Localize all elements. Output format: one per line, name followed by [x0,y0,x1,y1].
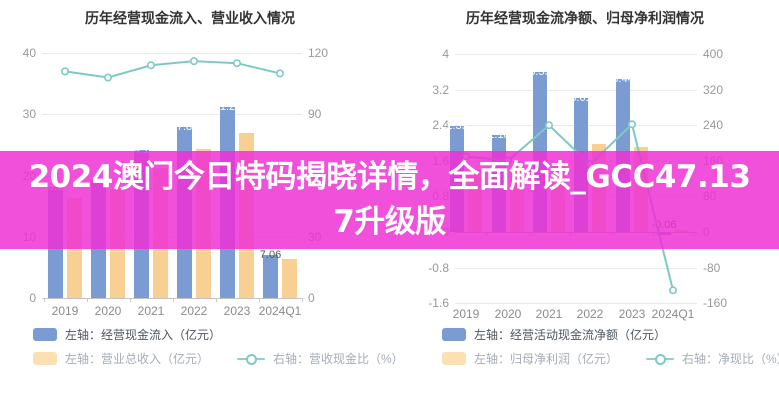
bar-value-label: 3.44 [612,72,634,85]
line-series-icon [646,352,675,365]
gridline [455,54,697,55]
promo-banner[interactable]: 2024澳门今日特码揭晓详情，全面解读_GCC47.13 7升级版 [0,151,779,249]
x-axis-label-2019: 2019 [452,307,480,321]
legend-item-net-cash-flow[interactable]: 左轴：经营活动现金流净额（亿元） [442,322,779,346]
bar-value-label: 27.84 [170,121,199,134]
legend-label: 左轴：营业总收入（亿元） [65,351,210,366]
orange-swatch-icon [33,351,57,365]
line-point [190,57,199,66]
line-point [60,67,69,76]
left-axis-tick-label: -0.8 [428,260,449,275]
line-point [668,286,677,295]
promo-banner-text-line2: 7升级版 [333,204,446,240]
left-axis-tick-label: 30 [22,107,36,122]
legend-item-cash-inflow[interactable]: 左轴：经营现金流入（亿元） [33,322,404,346]
gridline [42,53,302,54]
gridline [455,89,697,91]
right-axis-tick-label: 120 [308,46,329,60]
right-axis-tick-label: 0 [308,291,315,305]
legend-item-total-revenue[interactable]: 左轴：营业总收入（亿元） [33,350,209,367]
axis-tick [301,298,303,302]
right-chart-title: 历年经营现金流净额、归母净利润情况 [466,10,704,26]
axis-tick [215,298,217,302]
left-axis-tick-label: 4 [442,47,449,61]
x-axis-label-2021: 2021 [535,307,563,321]
bar-s0-2024Q1 [263,254,278,298]
right-axis-tick-label: -160 [703,296,728,311]
x-axis-label-2020: 2020 [494,307,522,321]
bar-value-label: 3.59 [529,66,551,79]
line-point [233,59,242,68]
left-axis-tick-label: 2.4 [432,118,449,133]
right-chart-legend: 左轴：经营活动现金流净额（亿元） 左轴：归母净利润（亿元） 右轴：净现比（%） [442,322,779,370]
x-axis-label-2023: 2023 [223,304,251,318]
x-axis-label-2021: 2021 [137,304,165,318]
gridline [455,267,697,269]
blue-swatch-icon [33,327,57,341]
bar-value-label: 7.06 [259,248,282,261]
legend-label: 左轴：归母净利润（亿元） [474,351,619,366]
bar-value-label: 31.20 [213,100,242,113]
right-axis-tick-label: 240 [703,118,724,133]
bar-value-label: 2.18 [488,128,510,141]
line-series-icon [237,352,266,365]
axis-tick [86,298,88,302]
line-point [275,69,284,78]
bar-s1-2024Q1 [282,258,297,298]
promo-banner-text-line1: 2024澳门今日特码揭晓详情，全面解读_GCC47.13 [28,159,751,195]
legend-label: 右轴：营收现金比（%） [273,351,404,366]
legend-item-net-cash-ratio[interactable]: 右轴：净现比（%） [646,350,779,367]
left-axis-tick-label: 40 [22,46,36,60]
legend-label: 左轴：经营现金流入（亿元） [65,327,222,342]
left-axis-tick-label: 3.2 [432,82,449,97]
left-axis-tick-label: 0 [29,291,36,305]
x-axis-label-2020: 2020 [94,304,122,318]
right-axis-tick-label: 400 [703,47,724,61]
x-axis-label-2024Q1: 2024Q1 [651,307,695,321]
x-axis-label-2022: 2022 [180,304,208,318]
left-axis-tick-label: -1.6 [428,296,449,311]
legend-label: 右轴：净现比（%） [682,351,779,366]
line-point [104,73,113,82]
axis-tick [43,298,45,302]
x-axis-label-2019: 2019 [51,304,79,318]
blue-swatch-icon [442,327,466,341]
line-point [147,61,156,70]
legend-item-cash-revenue-ratio[interactable]: 右轴：营收现金比（%） [237,350,404,367]
gridline [455,303,697,305]
x-axis-label-2024Q1: 2024Q1 [258,304,302,318]
bar-value-label: 3.01 [570,92,592,105]
ratio-line [64,60,281,79]
right-axis-tick-label: -80 [703,260,721,275]
axis-tick [258,298,260,302]
x-axis-label-2023: 2023 [618,307,646,321]
x-axis-label-2022: 2022 [576,307,604,321]
orange-swatch-icon [442,351,466,365]
left-chart-title: 历年经营现金流入、营业收入情况 [85,10,295,26]
left-chart-legend: 左轴：经营现金流入（亿元） 左轴：营业总收入（亿元） 右轴：营收现金比（%） [33,322,404,370]
bar-value-label: 2.39 [446,119,468,132]
axis-tick [129,298,131,302]
right-axis-tick-label: 320 [703,82,724,97]
legend-item-net-profit[interactable]: 左轴：归母净利润（亿元） [442,350,618,367]
gridline [42,298,302,299]
legend-label: 左轴：经营活动现金流净额（亿元） [474,327,667,342]
axis-tick [172,298,174,302]
right-axis-tick-label: 90 [308,107,322,122]
gridline [42,114,302,116]
